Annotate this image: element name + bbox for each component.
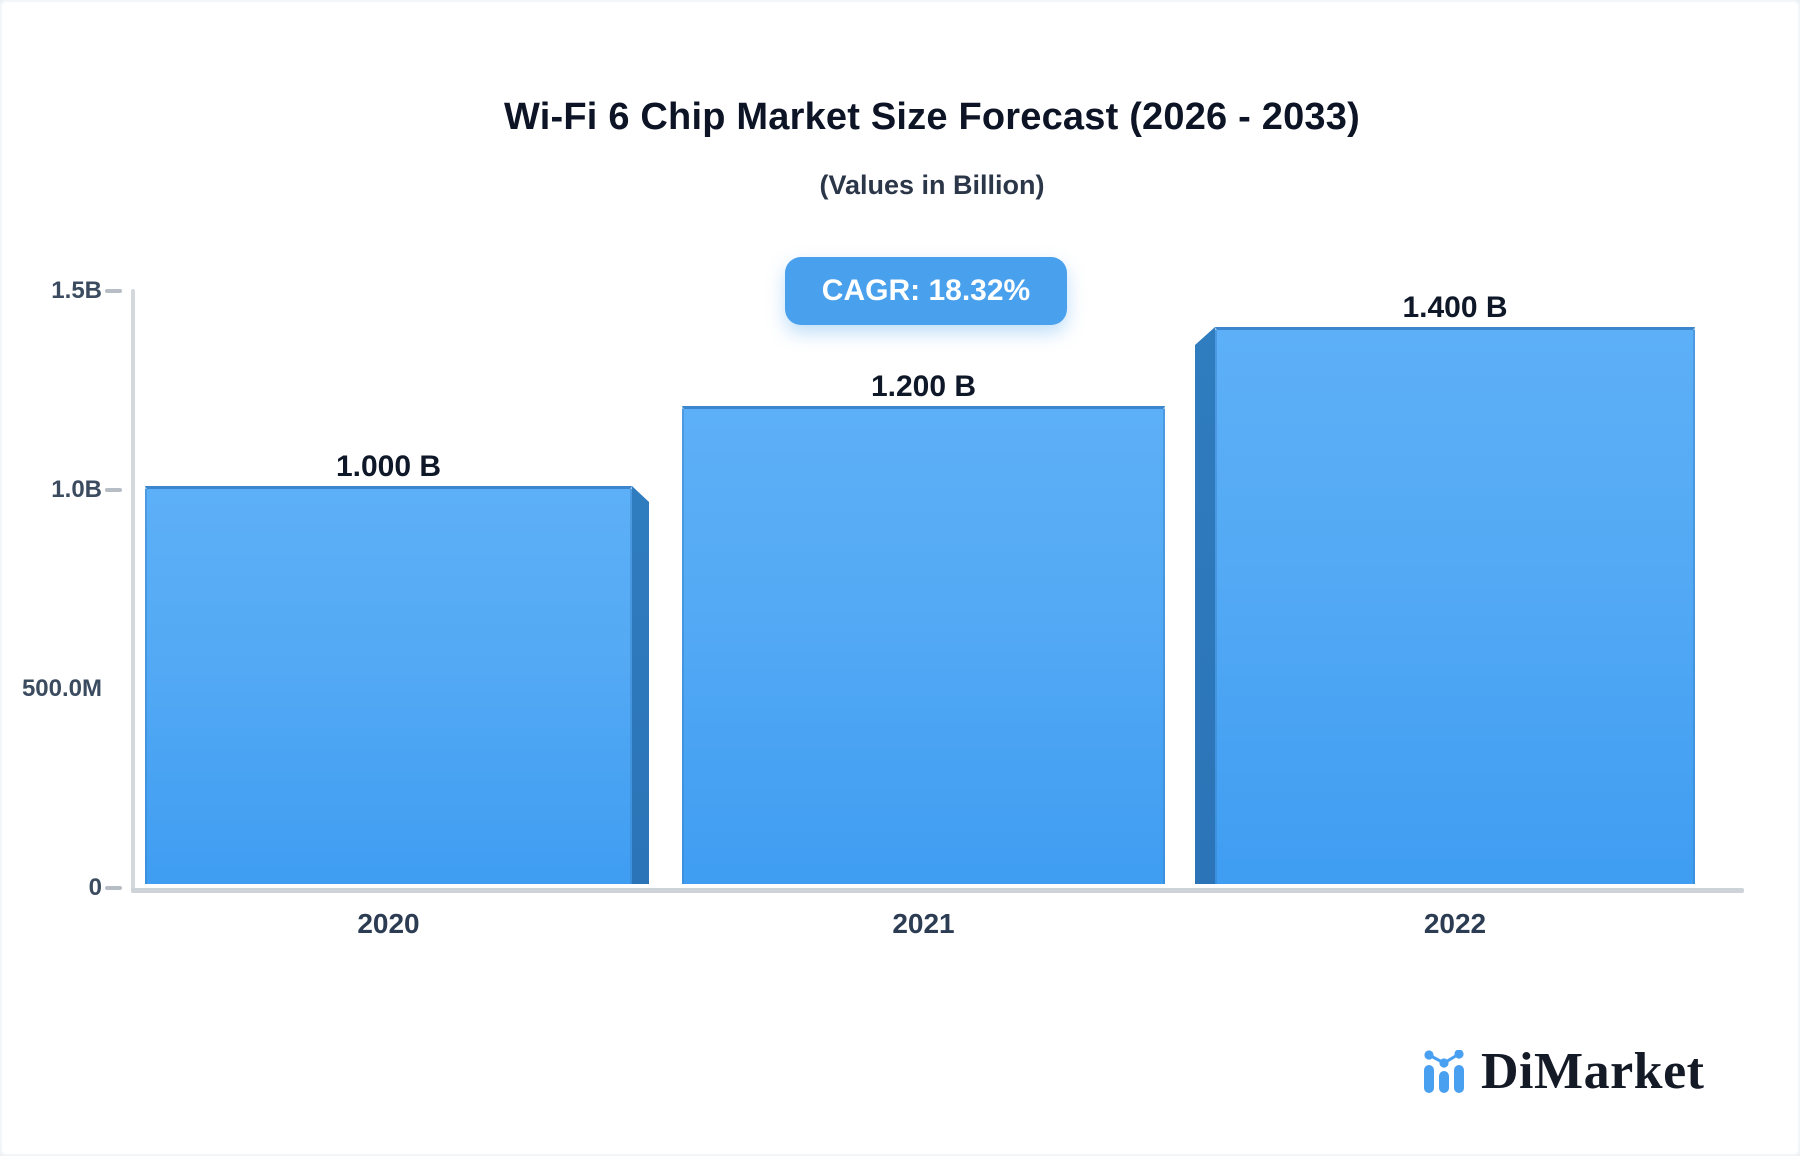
y-tick-mark: [105, 289, 122, 293]
bar-line-chart-icon: [1423, 1050, 1467, 1094]
y-tick-mark: [105, 886, 122, 890]
y-tick-label: 500.0M: [2, 674, 102, 704]
y-tick-label: 0: [2, 873, 122, 903]
chart-title: Wi-Fi 6 Chip Market Size Forecast (2026 …: [504, 96, 1360, 138]
bar-2021[interactable]: [682, 406, 1165, 884]
bar-3d-side-2020: [632, 486, 649, 884]
y-tick-label: 1.5B: [2, 276, 122, 306]
bar-value-label-2021: 1.200 B: [870, 370, 977, 403]
chart-subtitle: (Values in Billion): [819, 170, 1045, 200]
y-tick-label: 1.0B: [2, 475, 122, 505]
logo[interactable]: DiMarket: [1423, 1042, 1704, 1102]
y-tick-mark: [105, 488, 122, 492]
bar-value-label-2022: 1.400 B: [1402, 291, 1508, 324]
y-tick-text: 500.0M: [21, 675, 102, 702]
x-label-2020: 2020: [357, 908, 420, 939]
y-tick-text: 0: [88, 874, 102, 901]
x-axis-line: [131, 888, 1744, 893]
bar-value-label-2020: 1.000 B: [335, 450, 442, 483]
bar-3d-side-2022: [1195, 327, 1215, 884]
x-label-2021: 2021: [892, 908, 955, 939]
x-label-2022: 2022: [1423, 908, 1487, 939]
bar-2020[interactable]: [145, 486, 632, 884]
y-tick-text: 1.0B: [51, 476, 102, 503]
y-axis-line: [131, 289, 135, 893]
bar-2022[interactable]: [1215, 327, 1695, 884]
logo-text: DiMarket: [1481, 1043, 1705, 1100]
y-tick-text: 1.5B: [51, 277, 102, 304]
cagr-badge[interactable]: CAGR: 18.32%: [785, 257, 1067, 325]
